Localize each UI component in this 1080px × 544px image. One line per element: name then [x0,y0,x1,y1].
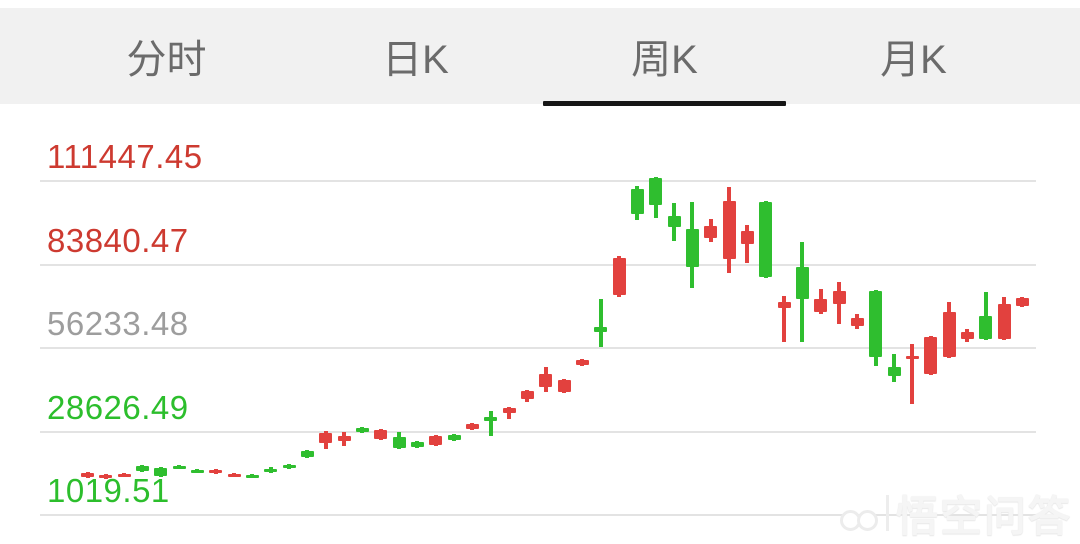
candle [887,367,901,377]
candle [905,356,919,360]
watermark-text: 悟空问答 [895,492,1072,540]
candle [410,441,424,447]
candle [960,332,974,340]
gridline [40,514,1036,517]
candle [667,215,681,227]
gridline [40,430,1036,433]
candle [997,304,1011,340]
y-axis-label: 56233.48 [47,305,189,343]
active-tab-underline [543,101,786,106]
candle [429,435,443,445]
candle [869,291,883,358]
candle [594,327,608,333]
candle [795,266,809,300]
candle [154,467,168,476]
y-axis-label: 28626.49 [47,388,189,426]
candle [924,337,938,375]
candle [355,427,369,432]
candle [245,474,259,478]
candle [319,432,333,443]
candle [850,318,864,327]
tab-weekly-k[interactable]: 周K [540,8,789,106]
candle-wick [507,406,512,419]
candle [942,312,956,358]
y-axis-label: 1019.51 [47,472,170,510]
candle [539,374,553,388]
tab-daily-k[interactable]: 日K [291,8,540,104]
candle [282,464,296,468]
y-axis-label: 111447.45 [47,138,203,175]
tab-daily-k-label: 日K [382,38,449,82]
candle [264,468,278,472]
candle [612,257,626,296]
candle [465,423,479,429]
watermark: 悟空问答 [839,490,1072,540]
gridline [40,347,1036,350]
candle [337,435,351,441]
candle [704,225,718,238]
wukong-logo-icon [839,495,889,531]
candle [447,434,461,440]
candle [630,188,644,214]
tab-minute-label: 分时 [126,38,207,82]
candle-wick [910,344,915,404]
gridline [40,180,1036,182]
candle [740,230,754,244]
candle [777,302,791,309]
candle [99,474,113,478]
gridline [40,263,1036,266]
candle [979,316,993,340]
watermark-divider [885,495,889,531]
candle [557,380,571,392]
candle [374,429,388,439]
candle-wick [598,299,603,348]
candle [832,291,846,305]
tab-weekly-k-label: 周K [631,38,698,82]
candle [172,465,186,469]
tab-monthly-k-label: 月K [880,38,947,82]
chart-period-tabbar: 分时 日K 周K 月K [0,8,1080,106]
candle [81,472,94,477]
candle [1015,298,1029,307]
candle [520,390,534,399]
candle [190,469,204,473]
y-axis-label: 83840.47 [47,221,189,259]
candle [392,436,406,448]
candle [722,200,736,259]
candle [502,407,516,413]
candle [649,178,663,205]
candle [575,360,589,366]
candle [135,465,149,471]
candle [484,416,498,421]
candle [759,201,773,277]
candle [209,469,223,473]
tab-monthly-k[interactable]: 月K [789,8,1038,104]
candle [814,299,828,313]
tab-minute[interactable]: 分时 [42,8,291,104]
candle [117,473,131,477]
candle [227,473,241,477]
candle-wick [782,296,787,343]
candle [685,228,699,267]
wukong-logo-eye-icon [856,510,878,531]
candle-wick [488,410,493,436]
candlestick-chart[interactable]: 111447.45 83840.47 56233.48 28626.49 1019.51 [0,104,1080,540]
candle [300,450,314,457]
